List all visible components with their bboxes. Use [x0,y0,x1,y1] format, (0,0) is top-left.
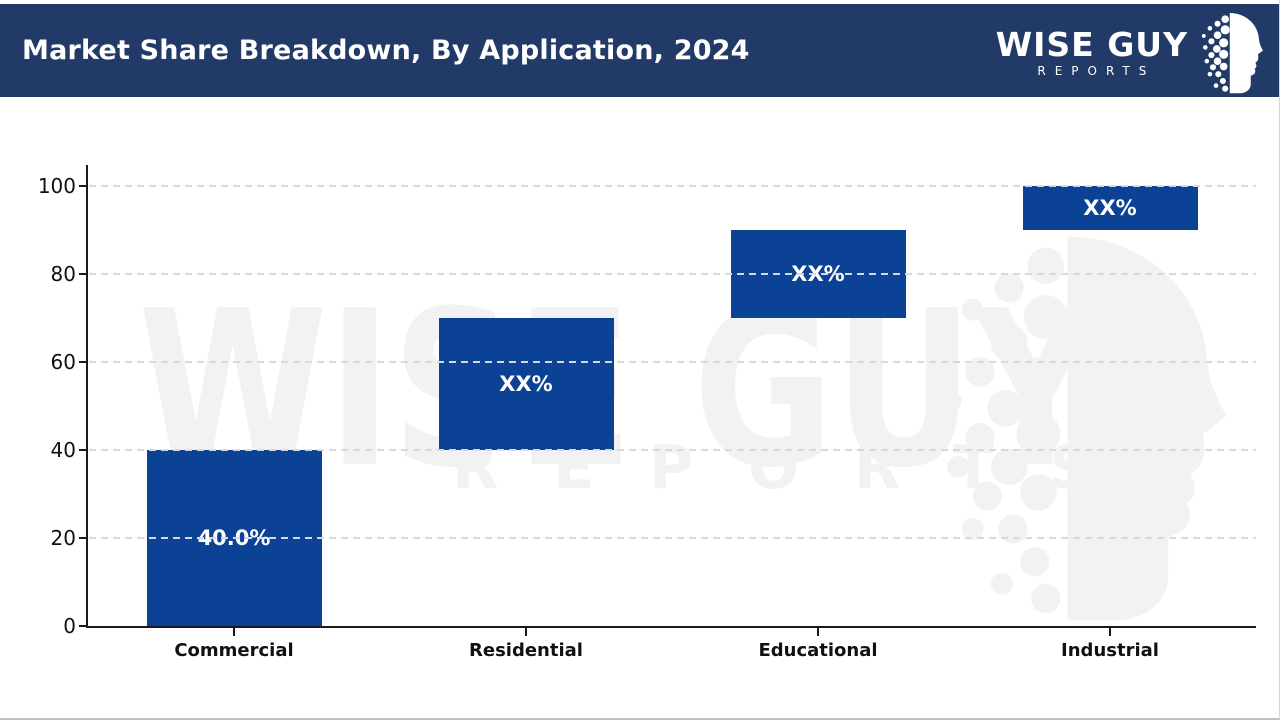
y-tick-20 [79,537,88,539]
y-tick-40 [79,449,88,451]
page-title: Market Share Breakdown, By Application, … [22,35,750,66]
x-category-label: Residential [469,640,583,661]
bar-value-label: XX% [499,372,553,396]
x-tick-2 [817,628,819,636]
gridline-80 [89,273,1256,275]
y-tick-100 [79,185,88,187]
y-tick-label-80: 80 [50,262,76,286]
y-tick-80 [79,273,88,275]
y-tick-label-0: 0 [63,614,76,638]
gridline-100 [89,185,1256,187]
y-tick-label-60: 60 [50,350,76,374]
x-category-label: Industrial [1061,640,1159,661]
header: Market Share Breakdown, By Application, … [0,4,1279,98]
gridline-40 [89,449,1256,451]
wise-guy-logo: WISE GUY REPORTS [996,6,1266,98]
x-tick-3 [1109,628,1111,636]
x-tick-1 [525,628,527,636]
x-axis-line [86,626,1256,628]
gridline-20 [89,537,1256,539]
x-category-label: Educational [758,640,878,661]
bar-industrial: XX% [1022,186,1198,230]
logo-text: WISE GUY REPORTS [996,28,1188,77]
bar-residential: XX% [438,318,614,450]
x-category-label: Commercial [174,640,294,661]
x-tick-0 [233,628,235,636]
y-tick-label-40: 40 [50,438,76,462]
y-tick-60 [79,361,88,363]
gridline-60 [89,361,1256,363]
y-axis-line [86,165,88,628]
watermark-head-icon [934,236,1227,621]
logo-head-icon [1201,13,1263,94]
logo-wordmark: WISE GUY [995,24,1188,64]
y-tick-0 [79,625,88,627]
bar-value-label: XX% [1083,196,1137,220]
y-tick-label-20: 20 [50,526,76,550]
y-tick-label-100: 100 [37,174,76,198]
logo-subtitle: REPORTS [1037,63,1156,78]
